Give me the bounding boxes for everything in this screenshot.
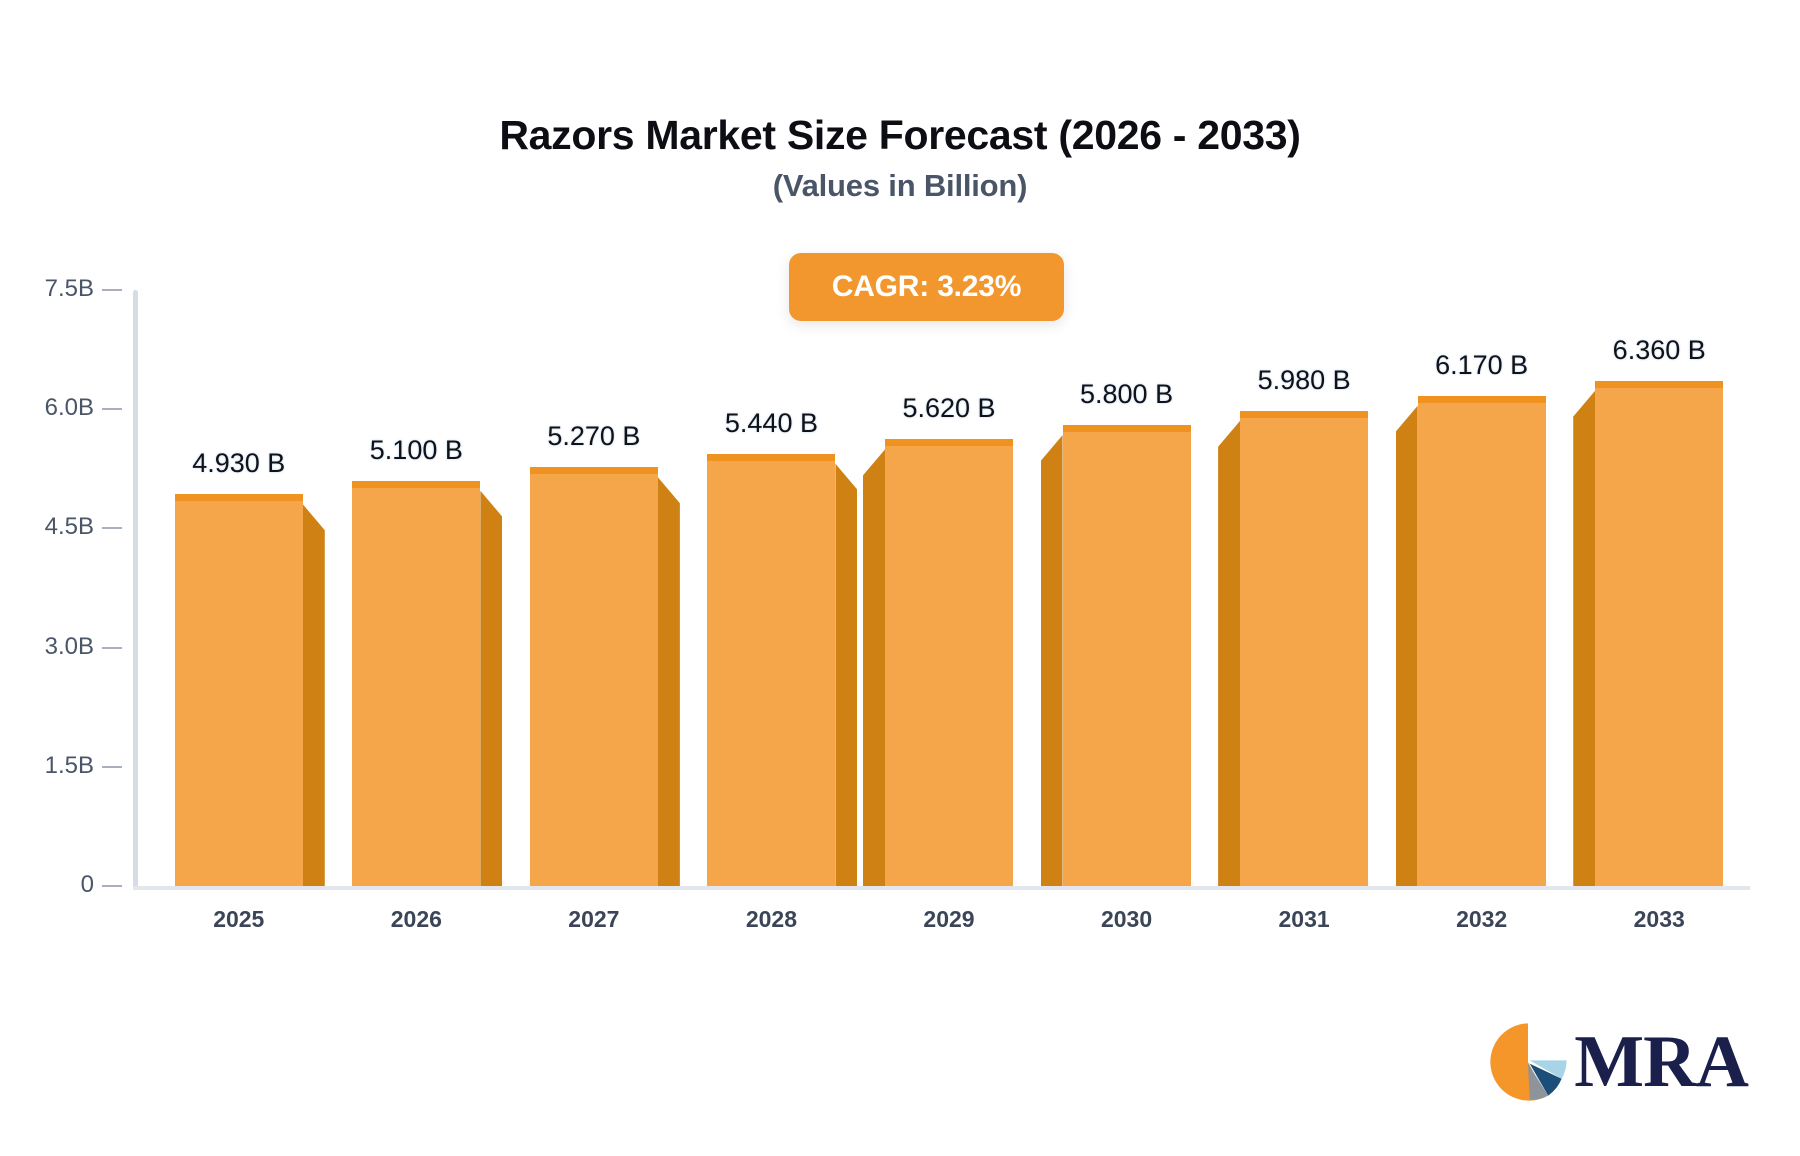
bar-side-face — [480, 490, 503, 886]
y-axis-tick-mark — [102, 646, 122, 649]
bar — [1395, 395, 1546, 886]
bar-side-face — [1218, 420, 1241, 886]
chart-title: Razors Market Size Forecast (2026 - 2033… — [499, 112, 1301, 158]
x-axis-label: 2028 — [745, 906, 798, 932]
bar-front-face — [529, 467, 658, 886]
bar — [1040, 425, 1191, 886]
bar-value-label: 6.170 B — [1435, 349, 1529, 380]
bar — [529, 467, 680, 886]
y-axis-line — [133, 290, 138, 890]
bar-value-label: 5.100 B — [369, 434, 463, 465]
bar-value-label: 5.270 B — [547, 421, 641, 452]
bar-value-label: 5.980 B — [1257, 364, 1351, 395]
bar-top-edge — [1595, 380, 1724, 388]
chart-subtitle: (Values in Billion) — [772, 168, 1028, 203]
x-axis-label: 2029 — [923, 906, 975, 932]
bar — [1218, 410, 1369, 886]
bar-value-label: 4.930 B — [192, 448, 286, 479]
y-axis-tick-label: 1.5B — [44, 751, 94, 779]
bar-top-edge — [885, 439, 1013, 447]
bar — [352, 480, 503, 886]
mra-logo: MRA — [1486, 1020, 1749, 1104]
y-axis-tick-label: 6.0B — [44, 394, 94, 422]
bar — [707, 453, 858, 886]
bar-front-face — [885, 439, 1013, 886]
bar — [863, 439, 1013, 886]
bar-side-face — [835, 463, 858, 886]
cagr-badge-label: CAGR: 3.23% — [831, 270, 1022, 303]
bar-front-face — [1595, 380, 1724, 886]
y-axis-tick-mark — [102, 289, 122, 291]
pie-chart-logo-icon — [1490, 1023, 1567, 1101]
bar-value-label: 5.440 B — [724, 407, 818, 438]
y-axis-tick-label: 3.0B — [44, 632, 94, 660]
x-axis-label: 2025 — [213, 906, 265, 932]
bar-value-label: 5.800 B — [1080, 379, 1174, 410]
bar-front-face — [352, 480, 481, 886]
bar-side-face — [1573, 390, 1596, 886]
x-axis-label: 2030 — [1100, 906, 1153, 932]
bar-value-label: 6.360 B — [1612, 334, 1706, 365]
bar-top-edge — [529, 467, 658, 475]
bar-side-face — [1040, 435, 1063, 886]
y-axis-tick-label: 7.5B — [44, 275, 94, 302]
bar-top-edge — [1417, 395, 1546, 403]
x-axis-label: 2026 — [390, 906, 442, 932]
bar-top-edge — [1240, 410, 1369, 418]
bar-side-face — [863, 449, 885, 886]
y-axis-tick-mark — [102, 765, 122, 768]
y-axis-tick-label: 0 — [80, 871, 94, 898]
bar-front-face — [1240, 410, 1369, 886]
bar-front-face — [1062, 425, 1191, 886]
y-axis-tick-mark — [102, 885, 122, 887]
y-axis-tick-mark — [102, 408, 122, 411]
bar-top-edge — [352, 480, 481, 488]
bar-side-face — [302, 504, 325, 886]
x-axis-line — [133, 886, 1750, 890]
bar-top-edge — [707, 453, 836, 461]
x-axis-label: 2031 — [1278, 906, 1330, 932]
bar-front-face — [174, 494, 303, 886]
bar — [1573, 380, 1724, 886]
bar-side-face — [1395, 405, 1418, 886]
x-axis-label: 2032 — [1456, 906, 1508, 932]
mra-wordmark: MRA — [1574, 1020, 1749, 1103]
y-axis-tick-mark — [102, 527, 122, 530]
x-axis-label: 2027 — [568, 906, 620, 932]
bar — [174, 494, 325, 886]
bar-front-face — [707, 453, 836, 886]
bar-top-edge — [1062, 425, 1191, 433]
y-axis-tick-label: 4.5B — [44, 513, 94, 541]
bar-value-label: 5.620 B — [902, 393, 996, 424]
bar-front-face — [1417, 395, 1546, 886]
cagr-badge: CAGR: 3.23% — [789, 253, 1064, 321]
x-axis-label: 2033 — [1633, 906, 1685, 932]
bar-top-edge — [174, 494, 303, 502]
bar-side-face — [657, 477, 680, 886]
